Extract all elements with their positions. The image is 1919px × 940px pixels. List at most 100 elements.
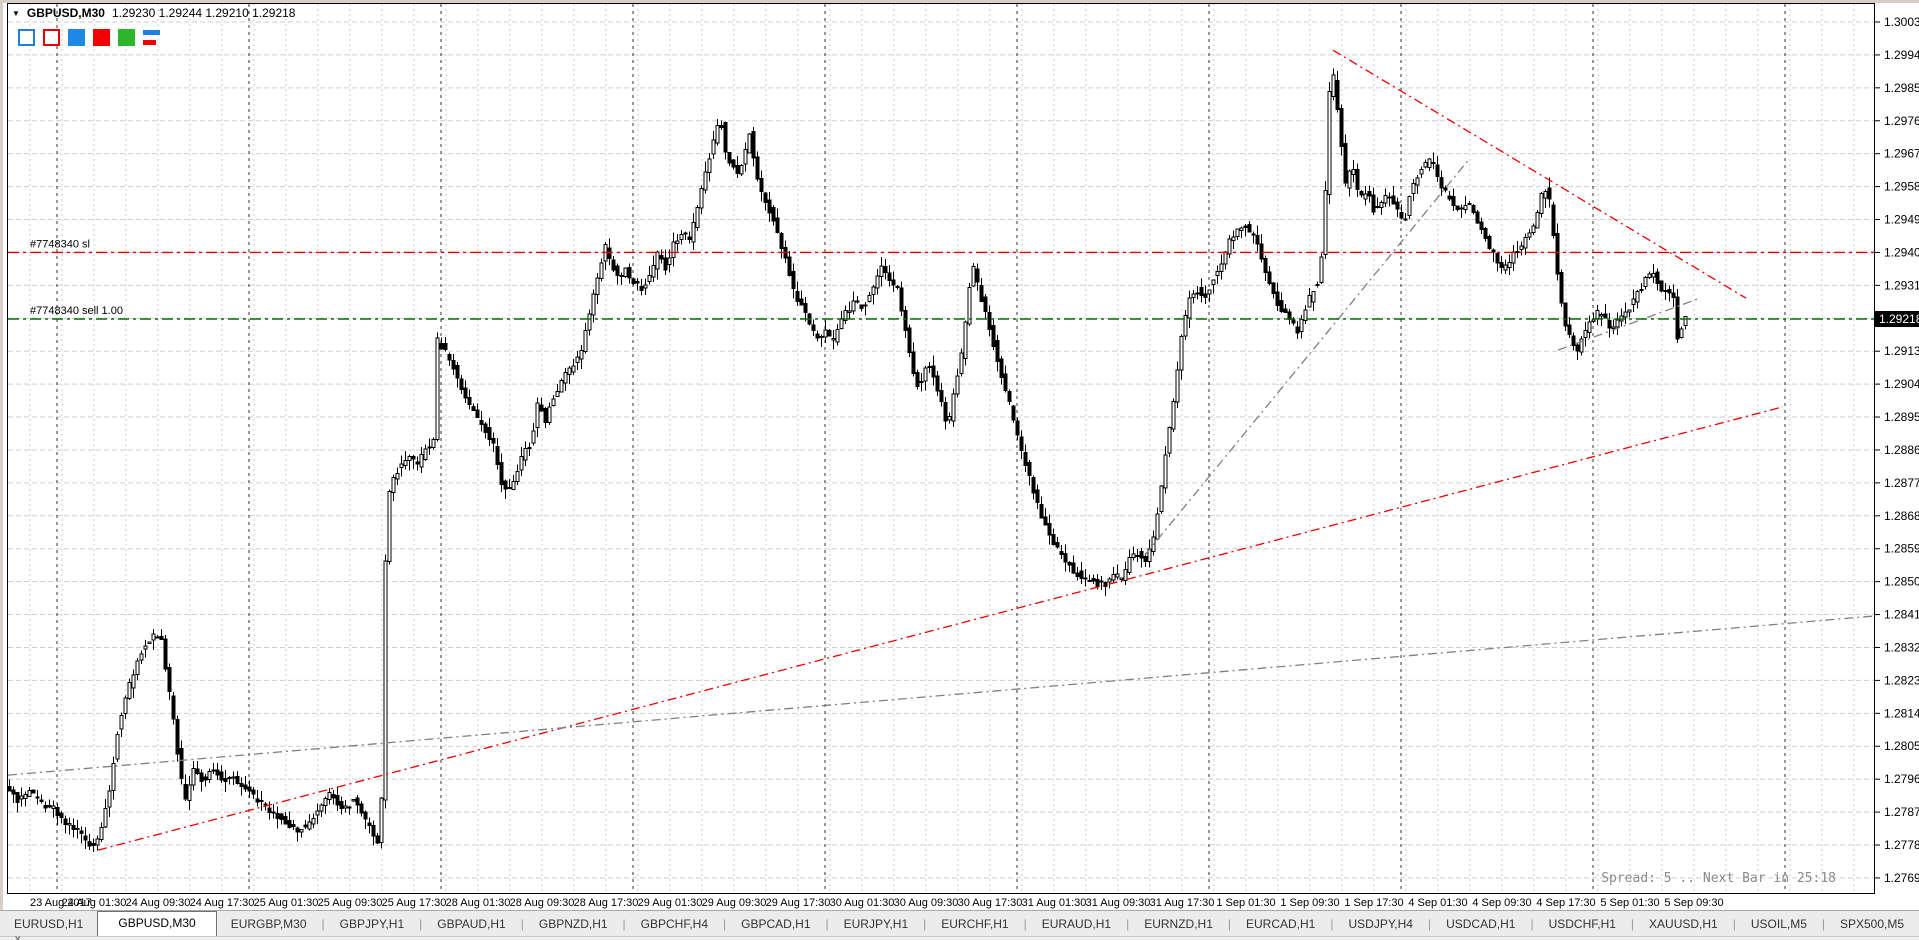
price-axis-label: 1.29130 — [1884, 344, 1919, 358]
chart-tab-usdchf-h1[interactable]: USDCHF,H1 — [1548, 917, 1616, 931]
sell-position-line-label: #7748340 sell 1.00 — [30, 305, 123, 317]
chart-tab-eurgbp-m30[interactable]: EURGBP,M30 — [230, 917, 307, 931]
tab-separator: | — [1821, 917, 1825, 931]
tab-separator: | — [923, 917, 927, 931]
price-axis-label: 1.28500 — [1884, 575, 1919, 589]
chart-tab-gbpaud-h1[interactable]: GBPAUD,H1 — [437, 917, 506, 931]
time-axis-label: 29 Aug 01:30 — [638, 897, 703, 909]
chart-tab-eurcad-h1[interactable]: EURCAD,H1 — [1246, 917, 1316, 931]
chart-tab-gbpjpy-h1[interactable]: GBPJPY,H1 — [339, 917, 405, 931]
time-axis-label: 1 Sep 17:30 — [1344, 897, 1403, 909]
time-axis-label: 30 Aug 17:30 — [958, 897, 1023, 909]
chart-tab-spx500-m5[interactable]: SPX500,M5 — [1840, 917, 1905, 931]
tab-separator: | — [1023, 917, 1027, 931]
price-axis-label: 1.28410 — [1884, 608, 1919, 622]
square-fill-blue-icon[interactable] — [68, 29, 85, 46]
price-axis-label: 1.27870 — [1884, 805, 1919, 819]
chart-tab-euraud-h1[interactable]: EURAUD,H1 — [1041, 917, 1112, 931]
price-axis-label: 1.28590 — [1884, 542, 1919, 556]
price-axis-label: 1.28770 — [1884, 476, 1919, 490]
tab-separator: | — [321, 917, 325, 931]
price-axis-label: 1.29580 — [1884, 180, 1919, 194]
price-axis-label: 1.29760 — [1884, 114, 1919, 128]
chart-ohlc-header: ▼ GBPUSD,M30 1.29230 1.29244 1.29210 1.2… — [12, 5, 295, 21]
chart-canvas[interactable]: 1.30030 1.29940 1.29850 1.29760 1.29670 1.295… — [0, 0, 1919, 910]
short-gray-trendline — [1557, 298, 1699, 351]
order-lines[interactable]: #7748340 sl #7748340 sell 1.00 — [8, 238, 1874, 320]
price-axis-label: 1.29400 — [1884, 245, 1919, 259]
tab-separator: | — [1630, 917, 1635, 931]
chart-tab-gbpnzd-h1[interactable]: GBPNZD,H1 — [538, 917, 608, 931]
time-axis-label: 29 Aug 09:30 — [702, 897, 767, 909]
spread-countdown-text: Spread: 5 .. Next Bar in 25:18 — [1601, 871, 1836, 886]
time-axis-label: 24 Aug 09:30 — [126, 897, 191, 909]
symbol-period-label: GBPUSD,M30 — [26, 6, 105, 20]
time-axis-label: 5 Sep 09:30 — [1664, 897, 1723, 909]
grid — [8, 4, 1874, 893]
time-axis-label: 23 Aug 2017 — [30, 897, 92, 909]
time-axis-label: 24 Aug 17:30 — [190, 897, 255, 909]
time-axis-label: 29 Aug 17:30 — [766, 897, 831, 909]
tab-separator: | — [1227, 917, 1231, 931]
time-axis-label: 25 Aug 17:30 — [382, 897, 447, 909]
plot-frame — [7, 3, 1875, 894]
tab-separator: | — [622, 917, 626, 931]
chart-tab-usoil-m5[interactable]: USOIL,M5 — [1750, 917, 1807, 931]
tab-separator: | — [1126, 917, 1130, 931]
square-fill-red-icon[interactable] — [93, 29, 110, 46]
ohlc-values: 1.29230 1.29244 1.29210 1.29218 — [111, 6, 296, 20]
chart-tab-eurjpy-h1[interactable]: EURJPY,H1 — [843, 917, 909, 931]
price-axis-label: 1.28050 — [1884, 739, 1919, 753]
price-axis-label: 1.29670 — [1884, 147, 1919, 161]
chart-tab-eurusd-h1[interactable]: EURUSD,H1 — [14, 917, 84, 931]
chart-tab-usdjpy-h4[interactable]: USDJPY,H4 — [1348, 917, 1413, 931]
chart-tab-gbpcad-h1[interactable]: GBPCAD,H1 — [741, 917, 811, 931]
symbol-dropdown-icon[interactable]: ▼ — [12, 8, 20, 18]
chart-tab-gbpchf-h4[interactable]: GBPCHF,H4 — [640, 917, 709, 931]
chart-tab-xauusd-h1[interactable]: XAUUSD,H1 — [1649, 917, 1718, 931]
price-axis-label: 1.29940 — [1884, 48, 1919, 62]
chart-tab-eurnzd-h1[interactable]: EURNZD,H1 — [1144, 917, 1213, 931]
window-left-edge — [0, 0, 3, 940]
long-gray-trendline — [7, 615, 1875, 776]
ascending-red-trendline — [97, 406, 1784, 851]
price-axis-label: 1.28140 — [1884, 706, 1919, 720]
time-axis-label: 28 Aug 01:30 — [446, 897, 511, 909]
time-axis-label: 31 Aug 01:30 — [1022, 897, 1087, 909]
window-top-edge — [0, 0, 1919, 3]
chart-tab-eurchf-h1[interactable]: EURCHF,H1 — [941, 917, 1009, 931]
trendlines[interactable] — [7, 49, 1875, 851]
stop-loss-line-label: #7748340 sl — [30, 238, 90, 250]
time-axis-label: 1 Sep 09:30 — [1280, 897, 1339, 909]
price-axis-label: 1.29490 — [1884, 213, 1919, 227]
time-axis-label: 28 Aug 09:30 — [510, 897, 575, 909]
time-axis-label: 4 Sep 01:30 — [1408, 897, 1467, 909]
time-axis-label: 31 Aug 17:30 — [1150, 897, 1215, 909]
bid-ask-lines-icon[interactable] — [143, 29, 160, 46]
price-axis-label: 1.27780 — [1884, 838, 1919, 852]
price-axis-label: 1.28230 — [1884, 673, 1919, 687]
price-axis[interactable]: 1.30030 1.29940 1.29850 1.29760 1.29670 1.295… — [1874, 15, 1919, 885]
tab-separator: | — [520, 917, 524, 931]
time-axis-label: 24 Aug 01:30 — [62, 897, 127, 909]
price-axis-label: 1.29040 — [1884, 377, 1919, 391]
chart-tab-gbpusd-m30[interactable]: GBPUSD,M30 — [97, 911, 217, 936]
time-axis-label: 30 Aug 09:30 — [894, 897, 959, 909]
square-fill-green-icon[interactable] — [118, 29, 135, 46]
tab-separator: | — [1330, 917, 1334, 931]
price-axis-label: 1.27690 — [1884, 871, 1919, 885]
time-axis-label: 25 Aug 01:30 — [254, 897, 319, 909]
chart-tab-usdcad-h1[interactable]: USDCAD,H1 — [1446, 917, 1516, 931]
square-outline-blue-icon[interactable] — [18, 29, 35, 46]
time-axis-label: 31 Aug 09:30 — [1086, 897, 1151, 909]
close-icon[interactable]: ✕ — [14, 934, 22, 940]
tab-separator: | — [1530, 917, 1534, 931]
time-axis-label: 28 Aug 17:30 — [574, 897, 639, 909]
price-axis-label: 1.27960 — [1884, 772, 1919, 786]
price-axis-label: 1.28320 — [1884, 640, 1919, 654]
time-axis-label: 4 Sep 17:30 — [1536, 897, 1595, 909]
square-outline-red-icon[interactable] — [43, 29, 60, 46]
time-axis-label: 1 Sep 01:30 — [1216, 897, 1275, 909]
